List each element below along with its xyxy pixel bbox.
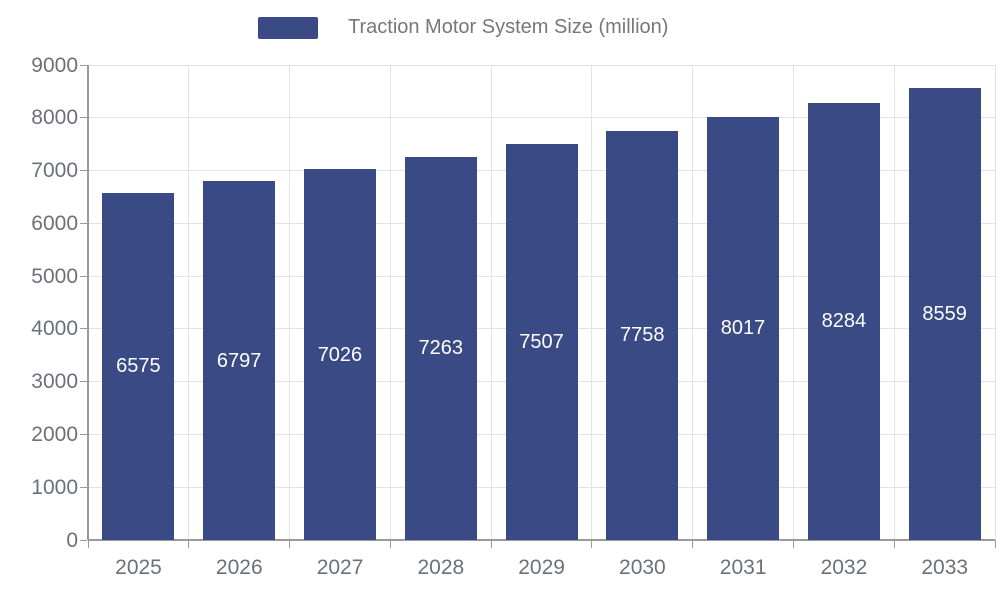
y-axis-label: 0 [66, 528, 78, 552]
v-gridline [692, 65, 694, 540]
bar-value-label: 8559 [922, 303, 967, 326]
x-axis-label-2031: 2031 [719, 556, 767, 579]
x-axis-tick [792, 540, 794, 548]
v-gridline [490, 65, 492, 540]
bar-value-label: 7026 [317, 343, 363, 366]
bar-value-label: 7758 [620, 324, 665, 347]
y-axis-label: 1000 [31, 475, 78, 499]
x-axis-tick [188, 540, 190, 548]
y-axis-label: 3000 [31, 370, 78, 394]
x-axis-label-2032: 2032 [820, 556, 868, 579]
v-gridline [893, 65, 895, 540]
v-gridline [188, 65, 190, 540]
v-gridline [792, 65, 794, 540]
y-axis-tick [80, 328, 87, 330]
legend-label: Traction Motor System Size (million) [348, 16, 669, 38]
y-axis-label: 4000 [31, 317, 78, 341]
x-axis-label-2027: 2027 [316, 556, 364, 579]
y-axis-label: 7000 [31, 159, 78, 183]
h-gridline [88, 117, 995, 119]
x-axis-label-2026: 2026 [215, 556, 263, 579]
bar-value-label: 8017 [720, 317, 766, 340]
bar-2032[interactable]: 8284 [807, 102, 880, 540]
y-axis-tick [80, 222, 87, 224]
y-axis-label: 8000 [31, 106, 78, 130]
legend-item[interactable]: Traction Motor System Size (million) [258, 16, 668, 39]
v-gridline [994, 65, 996, 540]
bar-2033[interactable]: 8559 [908, 88, 981, 540]
bar-2028[interactable]: 7263 [404, 156, 477, 540]
y-axis-tick [80, 433, 87, 435]
bar-value-label: 8284 [821, 310, 867, 333]
x-axis-tick [893, 540, 895, 548]
bar-2031[interactable]: 8017 [707, 116, 780, 540]
y-axis-label: 6000 [31, 211, 78, 235]
y-axis-line [87, 65, 89, 540]
h-gridline [88, 64, 995, 66]
legend-swatch [258, 16, 318, 39]
x-axis-label-2030: 2030 [619, 556, 666, 579]
bar-2029[interactable]: 7507 [505, 143, 578, 540]
x-axis-tick [591, 540, 593, 548]
x-axis-tick [289, 540, 291, 548]
bar-2027[interactable]: 7026 [303, 169, 376, 540]
v-gridline [289, 65, 291, 540]
bar-2025[interactable]: 6575 [102, 192, 175, 540]
x-axis-label-2025: 2025 [115, 556, 162, 579]
x-axis-tick [490, 540, 492, 548]
y-axis-tick [80, 539, 87, 541]
y-axis-label: 5000 [31, 264, 78, 288]
y-axis-tick [80, 486, 87, 488]
x-axis-line [88, 539, 995, 541]
bar-value-label: 6575 [116, 355, 161, 378]
bar-value-label: 6797 [216, 349, 262, 372]
y-axis-label: 9000 [31, 53, 78, 77]
bar-value-label: 7263 [418, 337, 463, 360]
x-axis-tick [87, 540, 89, 548]
x-axis-label-2033: 2033 [921, 556, 969, 579]
x-axis-tick [389, 540, 391, 548]
y-axis-tick [80, 170, 87, 172]
bar-2030[interactable]: 7758 [606, 130, 679, 540]
x-axis-tick [692, 540, 694, 548]
y-axis-tick [80, 381, 87, 383]
v-gridline [591, 65, 593, 540]
x-axis-label-2029: 2029 [518, 556, 565, 579]
y-axis-tick [80, 275, 87, 277]
y-axis-tick [80, 64, 87, 66]
bar-2026[interactable]: 6797 [203, 181, 276, 540]
x-axis-tick [994, 540, 996, 548]
x-axis-label-2028: 2028 [417, 556, 465, 579]
v-gridline [389, 65, 391, 540]
y-axis-label: 2000 [31, 422, 78, 446]
y-axis-tick [80, 117, 87, 119]
bar-value-label: 7507 [519, 330, 564, 353]
